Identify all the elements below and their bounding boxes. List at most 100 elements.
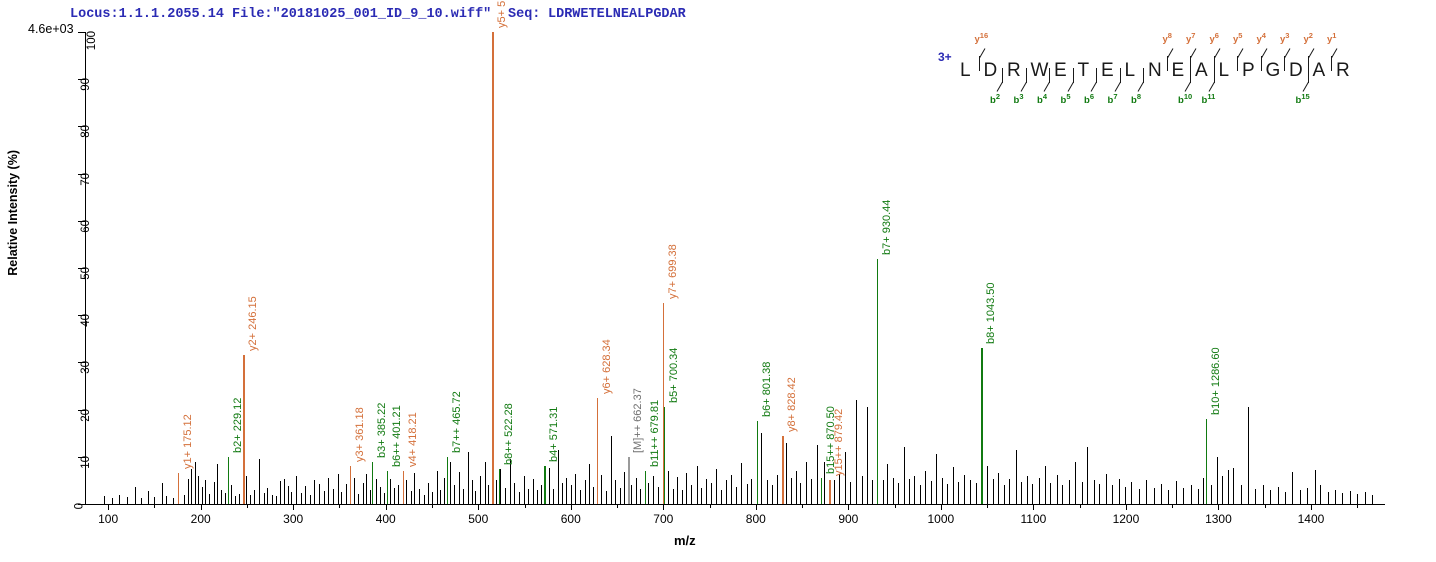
x-tick <box>108 504 110 510</box>
spectrum-peak <box>566 477 568 504</box>
y-tick <box>78 79 85 81</box>
spectrum-peak <box>341 491 343 504</box>
b-ion-tick <box>1025 68 1027 83</box>
spectrum-peak <box>681 489 683 504</box>
peak-label: b6+ 801.38 <box>761 362 774 418</box>
spectrum-peak <box>495 480 497 504</box>
spectrum-peak <box>1003 485 1005 504</box>
spectrum-peak <box>1032 484 1034 504</box>
y-ion-label: y4 <box>1256 31 1266 46</box>
spectrum-peak <box>615 480 617 504</box>
x-tick <box>385 504 387 510</box>
x-tick-label: 1300 <box>1205 512 1232 526</box>
spectrum-peak <box>484 461 486 504</box>
b-ion-tick <box>1119 68 1121 83</box>
spectrum-plot-area: 0 10 20 30 40 50 60 70 80 90 100 y1+ 175.12 b2+ 229… <box>73 0 1385 509</box>
x-tick <box>478 504 480 510</box>
spectrum-peak <box>1255 488 1257 504</box>
peak-layer <box>85 32 1385 504</box>
spectrum-peak <box>686 472 688 504</box>
spectrum-peak <box>730 474 732 504</box>
spectrum-peak <box>254 489 256 504</box>
y-tick <box>78 173 85 175</box>
spectrum-peak <box>532 478 534 504</box>
spectrum-peak <box>221 489 222 504</box>
spectrum-peak <box>295 475 297 504</box>
x-minor-tick <box>894 504 896 508</box>
spectrum-peak <box>423 494 425 504</box>
b-ion-tick <box>1049 68 1050 83</box>
annotated-peak <box>876 258 878 504</box>
spectrum-peak <box>217 464 219 504</box>
spectrum-peak <box>1198 488 1200 504</box>
annotated-peak <box>349 466 352 504</box>
spectrum-peak <box>184 494 185 504</box>
residue: R <box>1336 60 1350 81</box>
annotated-peak <box>372 461 374 504</box>
b-ion-tail <box>1208 81 1215 92</box>
y-ion-label: y5 <box>1233 31 1243 46</box>
spectrum-peak <box>570 485 572 504</box>
peak-label: b8++ 522.28 <box>502 402 515 465</box>
spectrum-peak <box>711 483 713 504</box>
spectrum-peak <box>258 458 260 504</box>
spectrum-peak <box>936 454 938 504</box>
y-ion-tail <box>1284 48 1291 59</box>
b-ion-tail <box>1114 81 1121 92</box>
spectrum-peak <box>366 473 368 504</box>
annotated-peak <box>757 421 759 504</box>
spectrum-peak <box>291 491 293 504</box>
spectrum-peak <box>1131 482 1133 504</box>
peak-label: y8+ 828.42 <box>786 376 799 432</box>
y-ion-tick <box>1190 56 1191 71</box>
spectrum-peak <box>380 487 382 504</box>
spectrum-peak <box>882 480 884 504</box>
spectrum-peak <box>1050 483 1052 504</box>
spectrum-peak <box>332 488 334 504</box>
y-tick <box>78 362 85 364</box>
spectrum-peak <box>154 496 156 504</box>
spectrum-peak <box>1248 407 1250 504</box>
spectrum-peak <box>816 445 818 504</box>
annotated-peak <box>386 470 389 504</box>
spectrum-peak <box>537 489 539 504</box>
spectrum-peak <box>376 478 378 504</box>
x-tick <box>1310 504 1312 510</box>
spectrum-peak <box>1015 449 1017 504</box>
x-minor-tick <box>524 504 526 508</box>
x-tick-label: 1400 <box>1297 512 1325 526</box>
spectrum-peak <box>300 492 302 504</box>
spectrum-peak <box>518 491 520 504</box>
spectrum-peak <box>141 498 143 504</box>
spectrum-peak <box>1357 493 1359 504</box>
spectrum-peak <box>234 496 236 504</box>
spectrum-peak <box>1146 480 1148 504</box>
peak-label: y3+ 361.18 <box>353 407 366 463</box>
y-ion-tail <box>1237 48 1244 59</box>
base-peak-intensity: 4.6e+03 <box>28 22 74 36</box>
spectrum-peak <box>786 442 788 504</box>
spectrum-peak <box>575 473 577 504</box>
spectrum-peak <box>111 498 113 504</box>
spectrum-peak <box>428 483 430 504</box>
residue: L <box>1124 60 1136 81</box>
x-tick <box>940 504 942 510</box>
spectrum-peak <box>187 479 189 504</box>
spectrum-peak <box>362 483 364 504</box>
spectrum-peak <box>855 400 857 504</box>
spectrum-peak <box>271 494 273 504</box>
spectrum-peak <box>947 484 949 504</box>
x-tick-label: 800 <box>745 512 766 526</box>
x-minor-tick <box>1079 504 1081 508</box>
spectrum-peak <box>640 488 642 504</box>
spectrum-peak <box>1202 477 1204 504</box>
spectrum-peak <box>357 493 359 504</box>
spectrum-peak <box>267 487 269 504</box>
b-ion-tick <box>1190 68 1191 83</box>
spectrum-peak <box>238 493 240 504</box>
spectrum-peak <box>667 470 669 504</box>
b-ion-tail <box>1020 81 1027 92</box>
spectrum-peak <box>249 494 251 504</box>
b-ion-tail <box>996 81 1003 92</box>
spectrum-peak <box>414 472 416 504</box>
